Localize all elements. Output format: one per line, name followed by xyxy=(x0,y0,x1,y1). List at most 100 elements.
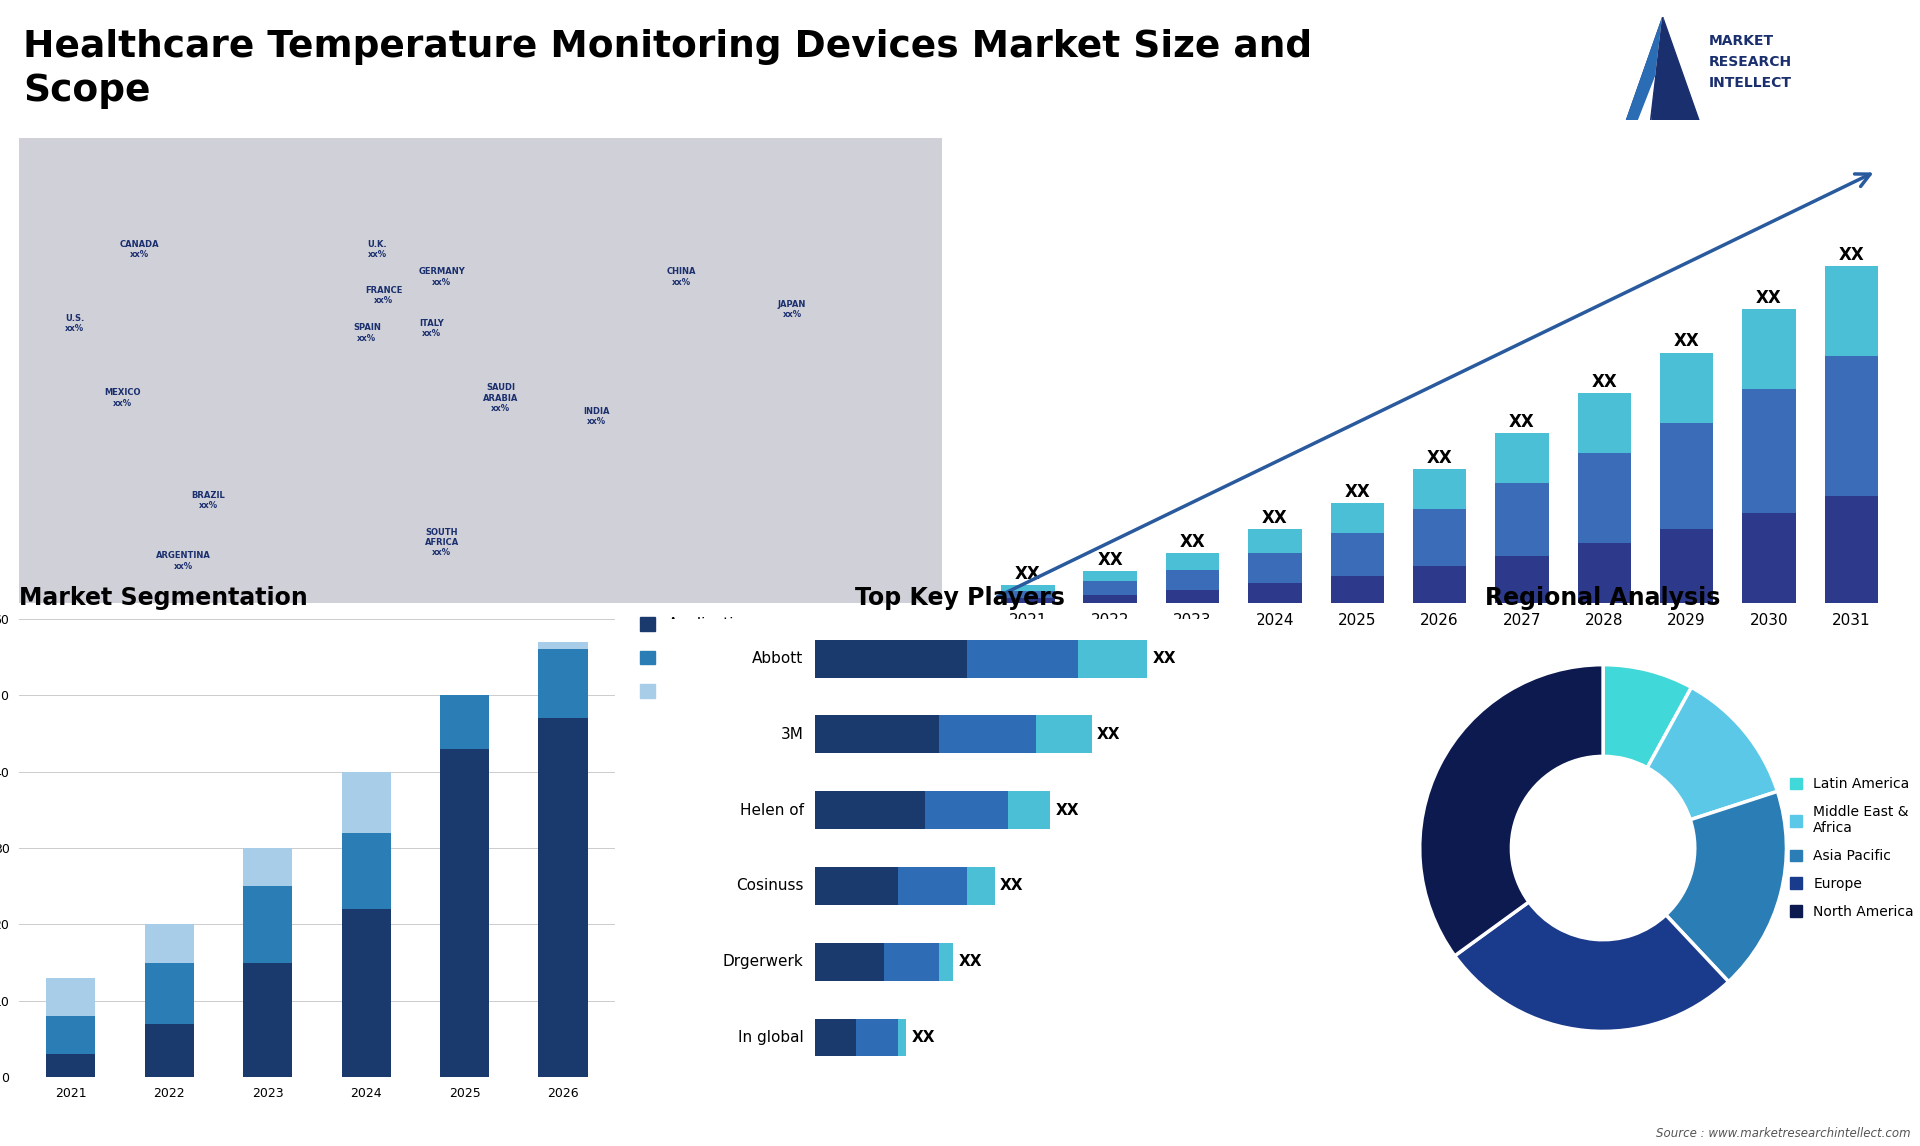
Legend: Latin America, Middle East &
Africa, Asia Pacific, Europe, North America: Latin America, Middle East & Africa, Asi… xyxy=(1784,771,1920,925)
Bar xyxy=(1165,589,1219,603)
Text: Drgerwerk: Drgerwerk xyxy=(722,955,804,970)
Text: JAPAN
xx%: JAPAN xx% xyxy=(778,300,806,320)
Bar xyxy=(1248,529,1302,552)
Bar xyxy=(814,791,925,829)
Bar xyxy=(1413,470,1467,510)
Bar xyxy=(1413,510,1467,566)
Text: XX: XX xyxy=(1056,802,1079,817)
Bar xyxy=(342,833,392,909)
Text: In global: In global xyxy=(737,1030,804,1045)
Text: XX: XX xyxy=(1509,413,1534,431)
Bar xyxy=(1037,715,1092,753)
Wedge shape xyxy=(1647,688,1778,819)
Wedge shape xyxy=(1455,902,1728,1031)
Bar xyxy=(144,963,194,1023)
Text: Market Segmentation: Market Segmentation xyxy=(19,586,307,610)
Bar xyxy=(1083,571,1137,581)
Bar xyxy=(244,886,292,963)
Bar xyxy=(1496,556,1549,603)
Text: Helen of: Helen of xyxy=(739,802,804,817)
Text: Healthcare Temperature Monitoring Devices Market Size and
Scope: Healthcare Temperature Monitoring Device… xyxy=(23,29,1311,109)
Text: XX: XX xyxy=(1096,727,1121,741)
Bar xyxy=(538,642,588,650)
Text: INDIA
xx%: INDIA xx% xyxy=(584,407,611,426)
Bar xyxy=(342,909,392,1077)
Bar xyxy=(814,715,939,753)
Bar xyxy=(1824,266,1878,356)
Bar xyxy=(1000,598,1054,603)
Bar xyxy=(1578,393,1632,453)
Bar xyxy=(925,791,1008,829)
Bar xyxy=(1824,496,1878,603)
Text: ITALY
xx%: ITALY xx% xyxy=(419,319,444,338)
Bar xyxy=(1661,423,1713,529)
Text: 3M: 3M xyxy=(781,727,804,741)
Text: XX: XX xyxy=(1098,551,1123,570)
Bar xyxy=(538,719,588,1077)
Bar xyxy=(244,848,292,886)
Bar xyxy=(342,771,392,833)
Polygon shape xyxy=(1638,17,1663,120)
Bar xyxy=(814,868,899,905)
Bar xyxy=(144,925,194,963)
Text: XX: XX xyxy=(912,1030,935,1045)
Text: Abbott: Abbott xyxy=(753,651,804,666)
Bar xyxy=(440,696,490,748)
Bar xyxy=(1331,503,1384,533)
Text: XX: XX xyxy=(1152,651,1175,666)
Bar xyxy=(1331,533,1384,576)
Legend: Application, Product, Geography: Application, Product, Geography xyxy=(639,618,753,699)
Bar xyxy=(1578,543,1632,603)
Bar xyxy=(1578,453,1632,543)
Text: XX: XX xyxy=(1261,510,1288,527)
Bar xyxy=(244,963,292,1077)
Text: BRAZIL
xx%: BRAZIL xx% xyxy=(192,490,225,510)
Bar xyxy=(939,715,1037,753)
Text: SPAIN
xx%: SPAIN xx% xyxy=(353,323,380,343)
Bar xyxy=(1741,512,1795,603)
Text: XX: XX xyxy=(1179,533,1206,551)
Bar xyxy=(1000,584,1054,591)
Bar xyxy=(899,1019,906,1057)
Polygon shape xyxy=(1651,17,1674,120)
Bar xyxy=(1083,581,1137,595)
Bar xyxy=(1008,791,1050,829)
Bar xyxy=(814,943,883,981)
Text: CHINA
xx%: CHINA xx% xyxy=(666,267,697,286)
Text: XX: XX xyxy=(1757,289,1782,307)
Title: Top Key Players: Top Key Players xyxy=(854,586,1066,610)
Bar xyxy=(1496,482,1549,556)
Text: Source : www.marketresearchintellect.com: Source : www.marketresearchintellect.com xyxy=(1655,1128,1910,1140)
Bar xyxy=(1413,566,1467,603)
Text: XX: XX xyxy=(1674,332,1699,351)
Bar xyxy=(1661,353,1713,423)
Polygon shape xyxy=(1626,17,1699,120)
Bar xyxy=(1496,433,1549,482)
Bar xyxy=(899,868,968,905)
Text: MARKET
RESEARCH
INTELLECT: MARKET RESEARCH INTELLECT xyxy=(1709,34,1791,89)
Text: Cosinuss: Cosinuss xyxy=(735,879,804,894)
Bar xyxy=(814,639,968,677)
Text: XX: XX xyxy=(1592,372,1617,391)
Bar xyxy=(144,1023,194,1077)
Bar xyxy=(968,868,995,905)
Bar xyxy=(1741,390,1795,512)
Bar xyxy=(1824,356,1878,496)
Text: U.S.
xx%: U.S. xx% xyxy=(65,314,84,333)
Bar xyxy=(1248,552,1302,583)
Text: XX: XX xyxy=(958,955,983,970)
Text: XX: XX xyxy=(1839,245,1864,264)
Bar xyxy=(46,1017,96,1054)
Text: FRANCE
xx%: FRANCE xx% xyxy=(365,286,401,306)
Bar xyxy=(538,650,588,719)
Text: XX: XX xyxy=(1000,879,1023,894)
Bar xyxy=(883,943,939,981)
Bar xyxy=(1331,576,1384,603)
Bar xyxy=(939,943,952,981)
Bar xyxy=(1000,591,1054,598)
Wedge shape xyxy=(1603,665,1692,768)
Text: U.K.
xx%: U.K. xx% xyxy=(367,240,388,259)
Bar xyxy=(1741,309,1795,390)
Bar xyxy=(1077,639,1146,677)
Bar xyxy=(46,1054,96,1077)
